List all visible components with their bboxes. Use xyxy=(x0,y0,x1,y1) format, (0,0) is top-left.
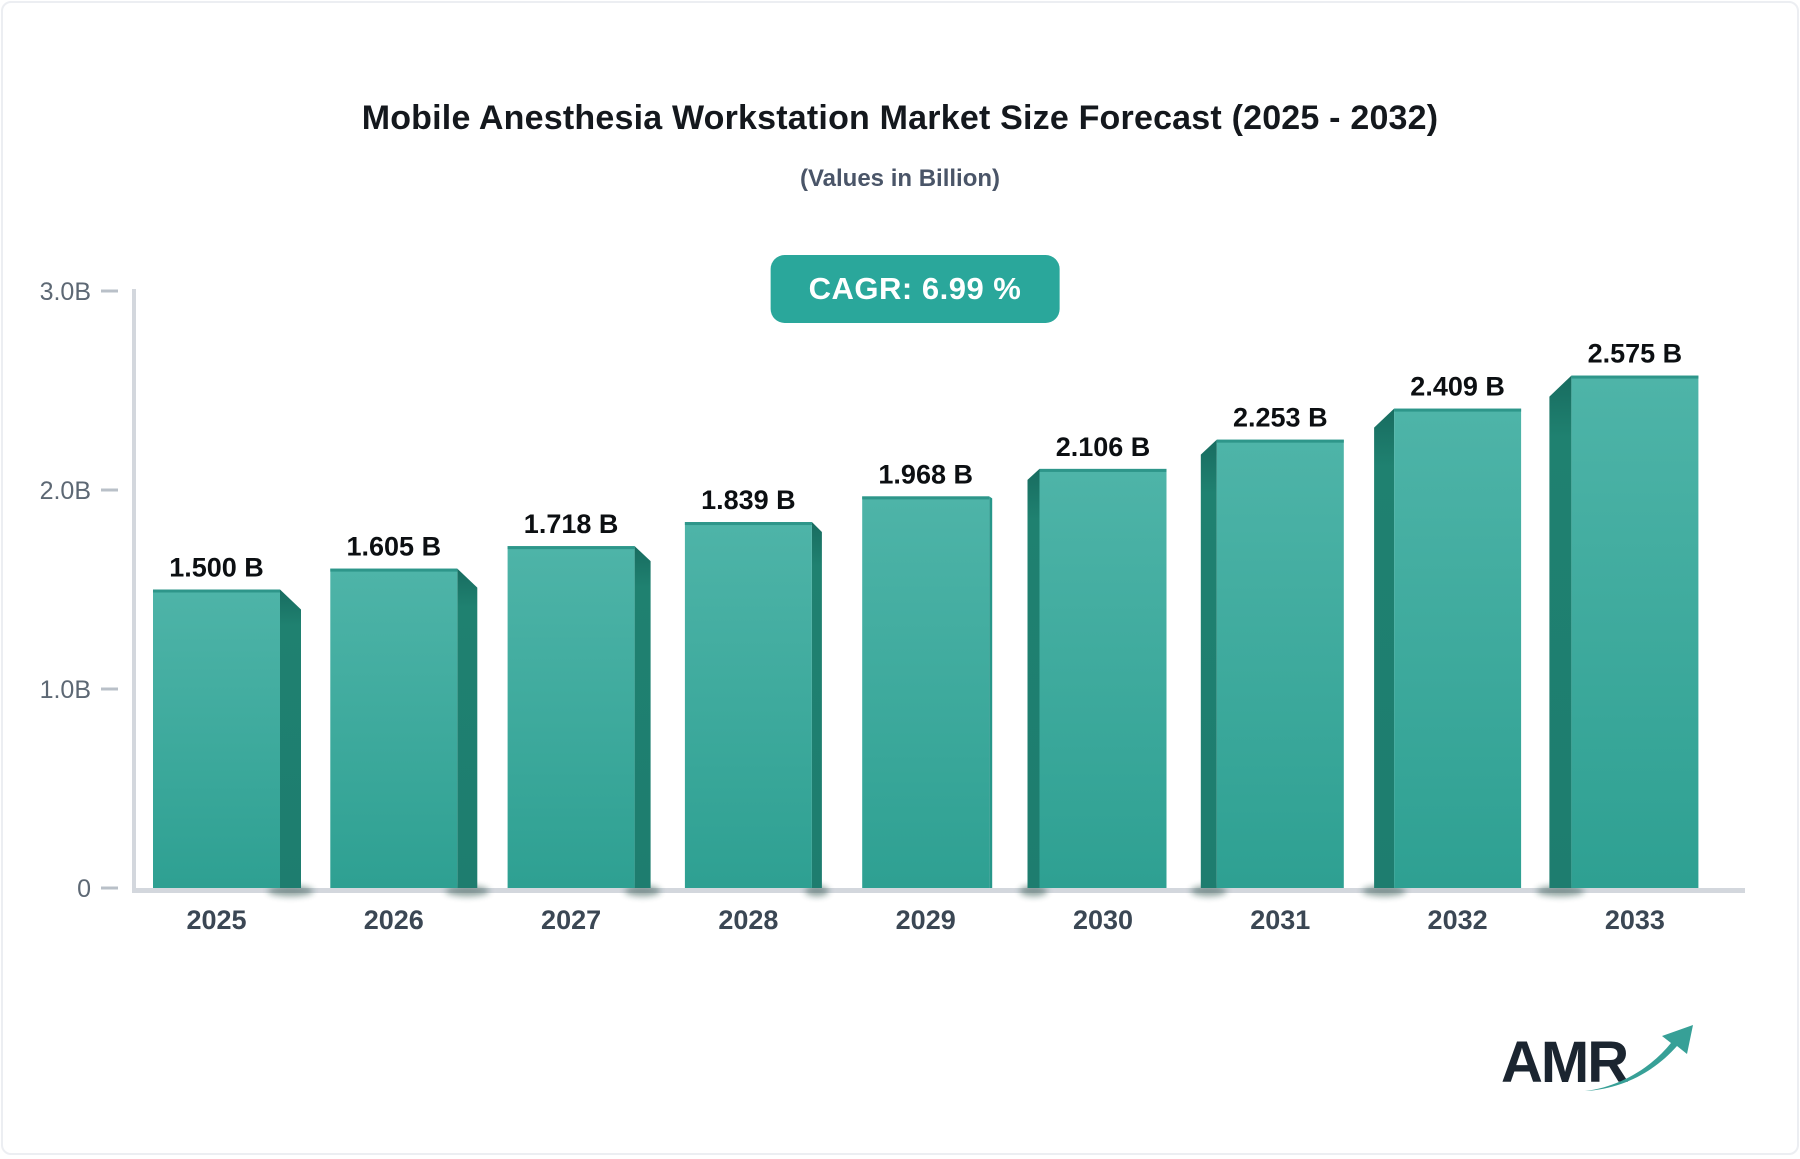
bar-value-label: 2.409 B xyxy=(1410,372,1505,402)
bar-value-label: 1.718 B xyxy=(524,509,619,539)
y-tick-label: 2.0B xyxy=(40,477,91,505)
bar-side-face xyxy=(457,568,478,888)
bar-value-label: 1.839 B xyxy=(701,485,796,515)
x-category-label: 2028 xyxy=(718,905,778,935)
bar-value-label: 2.575 B xyxy=(1588,339,1683,369)
bar-value-label: 1.968 B xyxy=(878,459,973,489)
x-category-label: 2026 xyxy=(364,905,424,935)
bar-side-face xyxy=(280,589,301,888)
bar-front-face xyxy=(507,546,635,888)
x-category-label: 2032 xyxy=(1428,905,1488,935)
bar-front-face xyxy=(330,568,458,888)
amr-logo-text: AMR xyxy=(1501,1030,1629,1095)
bar-top-edge xyxy=(1216,439,1344,443)
x-category-label: 2030 xyxy=(1073,905,1133,935)
growth-arrow-icon xyxy=(1585,1025,1693,1091)
bar-2025: 1.500 B 2025 xyxy=(153,553,314,935)
bar-side-face xyxy=(811,522,822,888)
bar-2026: 1.605 B 2026 xyxy=(330,532,490,935)
bar-top-edge xyxy=(862,496,990,500)
cagr-badge: CAGR: 6.99 % xyxy=(770,255,1060,323)
bar-2030: 2.106 B 2030 xyxy=(1019,432,1167,935)
bar-front-face xyxy=(153,589,280,888)
bar-top-edge xyxy=(153,589,280,593)
x-category-label: 2033 xyxy=(1605,905,1665,935)
bar-side-face xyxy=(1374,408,1395,888)
x-category-label: 2031 xyxy=(1250,905,1310,935)
bar-side-face xyxy=(1549,375,1572,888)
bar-front-face xyxy=(1216,439,1344,888)
bar-front-face xyxy=(684,522,812,888)
bar-front-face xyxy=(1039,468,1167,888)
bar-chart: 0 1.0B 2.0B 3.0B 1.500 B 2025 1.605 B 2026 1.718… xyxy=(40,278,1745,935)
bar-top-edge xyxy=(330,568,458,572)
x-category-label: 2027 xyxy=(541,905,601,935)
y-tick-label: 3.0B xyxy=(40,278,91,306)
bar-top-edge xyxy=(507,546,635,550)
bar-top-edge xyxy=(1571,375,1699,379)
bar-2033: 2.575 B 2033 xyxy=(1536,339,1699,935)
amr-logo: AMR xyxy=(1501,1025,1701,1109)
bar-top-edge xyxy=(684,522,812,526)
bar-2027: 1.718 B 2027 xyxy=(507,509,661,935)
x-category-label: 2029 xyxy=(896,905,956,935)
bar-top-edge xyxy=(1039,468,1167,472)
bar-side-face xyxy=(1027,468,1040,888)
bar-front-face xyxy=(862,496,990,888)
y-tick-label: 1.0B xyxy=(40,676,91,704)
bar-2029: 1.968 B 2029 xyxy=(862,459,993,935)
bar-value-label: 2.106 B xyxy=(1056,432,1151,462)
chart-subtitle: (Values in Billion) xyxy=(799,165,1001,192)
bar-2031: 2.253 B 2031 xyxy=(1190,403,1344,935)
bar-side-face xyxy=(634,546,651,888)
y-tick-label: 0 xyxy=(77,875,91,903)
bar-front-face xyxy=(1394,408,1522,888)
bar-2032: 2.409 B 2032 xyxy=(1362,372,1522,935)
bar-side-face xyxy=(989,496,993,888)
bar-top-edge xyxy=(1394,408,1522,412)
chart-title: Mobile Anesthesia Workstation Market Siz… xyxy=(361,99,1439,137)
bar-2028: 1.839 B 2028 xyxy=(684,485,829,935)
bar-front-face xyxy=(1571,375,1699,888)
bar-side-face xyxy=(1200,439,1217,888)
bar-value-label: 2.253 B xyxy=(1233,403,1328,433)
x-category-label: 2025 xyxy=(186,905,246,935)
bar-value-label: 1.500 B xyxy=(169,553,264,583)
bar-value-label: 1.605 B xyxy=(347,532,442,562)
